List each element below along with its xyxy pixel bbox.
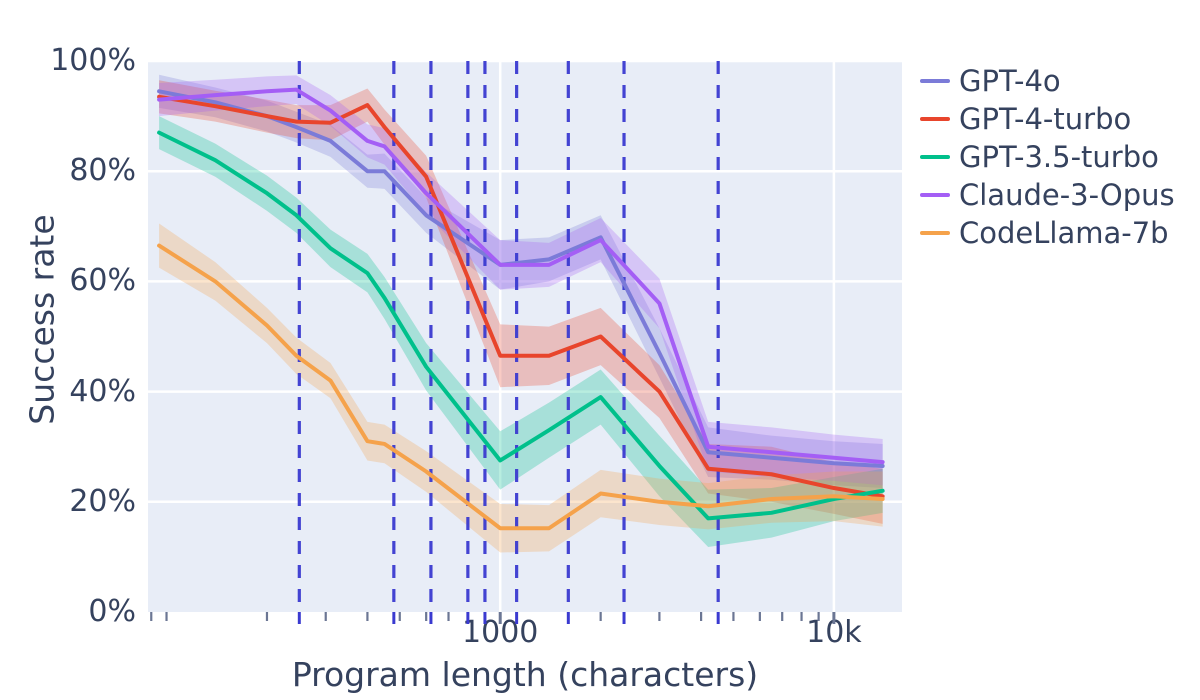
legend-swatch-icon: [920, 231, 950, 235]
legend-item-gpt-3.5-turbo[interactable]: GPT-3.5-turbo: [920, 138, 1195, 176]
y-tick-label: 20%: [69, 483, 136, 519]
legend-item-label: CodeLlama-7b: [959, 215, 1169, 250]
legend-item-label: GPT-4-turbo: [959, 101, 1132, 136]
x-tick-label: 1000: [462, 615, 539, 650]
legend-swatch-icon: [920, 193, 950, 197]
series-lines: [157, 87, 885, 531]
legend-swatch-icon: [920, 117, 950, 121]
y-tick-label: 80%: [69, 153, 136, 189]
threshold-vlines: [297, 61, 720, 612]
x-tick-label: 10k: [806, 615, 862, 650]
gridlines: [148, 61, 902, 612]
plot-svg: [148, 61, 902, 612]
x-axis-label: Program length (characters): [291, 655, 759, 694]
y-tick-label: 100%: [50, 43, 136, 78]
plot-area: [148, 61, 902, 612]
y-tick-label: 60%: [69, 263, 136, 299]
legend: GPT-4o GPT-4-turbo GPT-3.5-turbo Claude-3-O…: [920, 62, 1195, 252]
legend-item-codellama-7b[interactable]: CodeLlama-7b: [920, 214, 1195, 252]
legend-item-claude-3-opus[interactable]: Claude-3-Opus: [920, 176, 1195, 214]
legend-swatch-icon: [920, 155, 950, 159]
legend-item-gpt-4-turbo[interactable]: GPT-4-turbo: [920, 100, 1195, 138]
legend-item-gpt-4o[interactable]: GPT-4o: [920, 62, 1195, 100]
legend-swatch-icon: [920, 79, 950, 83]
y-tick-label: 40%: [69, 373, 136, 409]
legend-item-label: GPT-3.5-turbo: [959, 139, 1159, 174]
legend-item-label: Claude-3-Opus: [959, 177, 1175, 212]
legend-item-label: GPT-4o: [959, 63, 1061, 98]
y-tick-label: 0%: [88, 594, 136, 629]
